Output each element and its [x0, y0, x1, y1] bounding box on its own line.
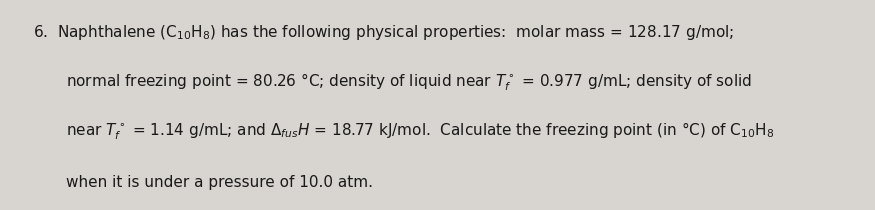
Text: 6.  Naphthalene (C$_{10}$H$_8$) has the following physical properties:  molar ma: 6. Naphthalene (C$_{10}$H$_8$) has the f… — [33, 23, 734, 42]
Text: normal freezing point = 80.26 °C; density of liquid near $T_f^\circ$ = 0.977 g/m: normal freezing point = 80.26 °C; densit… — [66, 71, 752, 93]
Text: near $T_f^\circ$ = 1.14 g/mL; and $\Delta_{fus}H$ = 18.77 kJ/mol.  Calculate the: near $T_f^\circ$ = 1.14 g/mL; and $\Delt… — [66, 121, 774, 142]
Text: when it is under a pressure of 10.0 atm.: when it is under a pressure of 10.0 atm. — [66, 175, 373, 190]
